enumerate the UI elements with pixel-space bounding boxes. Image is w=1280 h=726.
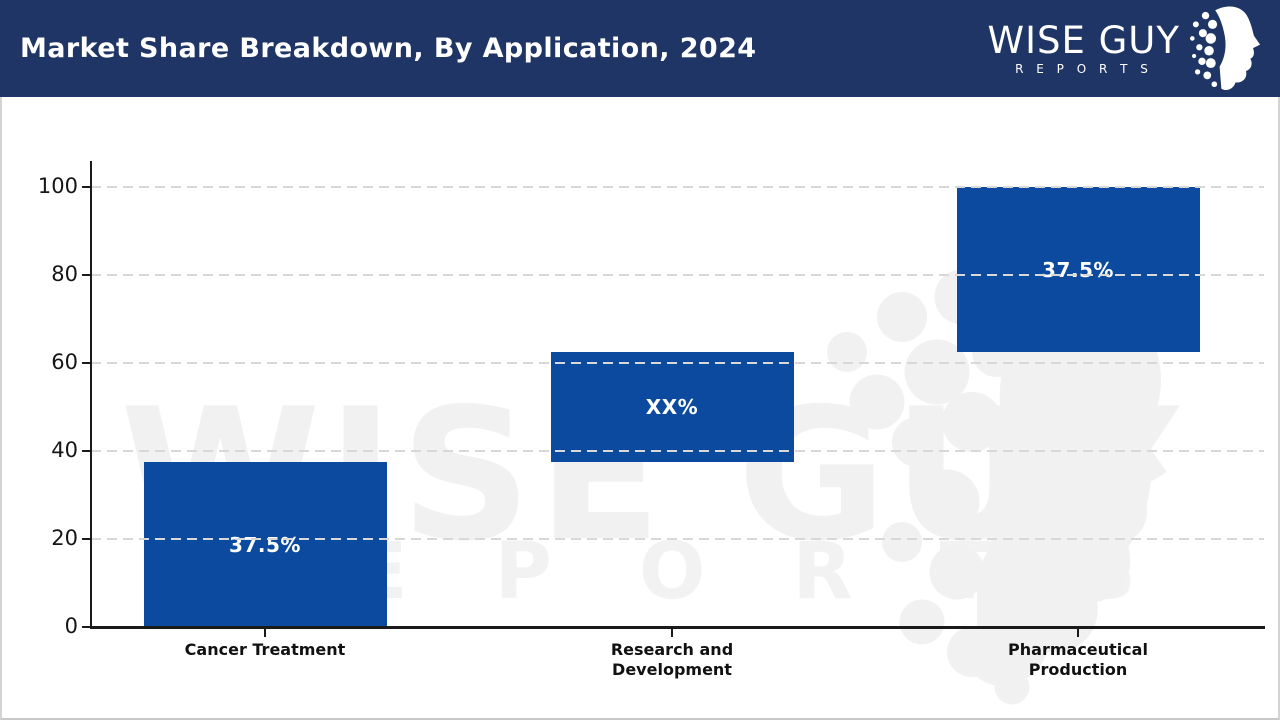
y-axis-tick-label: 60 <box>51 350 78 374</box>
category-label: Cancer Treatment <box>184 640 346 659</box>
y-axis-tick-label: 0 <box>64 614 78 638</box>
page-title: Market Share Breakdown, By Application, … <box>20 33 757 64</box>
bar-segment: 37.5% <box>956 187 1200 352</box>
logo: WISE GUY R E P O R T S <box>988 5 1280 93</box>
bar-value-label: 37.5% <box>229 532 301 557</box>
bar-segment: XX% <box>550 352 794 462</box>
bar-segment: 37.5% <box>143 462 387 627</box>
category-label: Pharmaceutical Production <box>1008 640 1148 680</box>
logo-text: WISE GUY R E P O R T S <box>988 22 1180 76</box>
gridline <box>91 362 1264 364</box>
gridline <box>91 450 1264 452</box>
y-axis-tick-label: 80 <box>51 262 78 286</box>
y-axis-tick-label: 100 <box>37 174 78 198</box>
y-axis-line <box>90 161 92 629</box>
x-axis-line <box>90 626 1265 629</box>
header-bar: Market Share Breakdown, By Application, … <box>0 0 1280 97</box>
chart-area: WISE GUY R E P O R T S 0 20 40 60 80 100 37.5%… <box>0 97 1280 720</box>
y-axis-tick <box>82 362 91 364</box>
y-axis-tick <box>82 538 91 540</box>
logo-wordmark: WISE GUY <box>987 18 1180 62</box>
logo-face-icon <box>1182 5 1266 93</box>
x-axis-tick <box>671 629 673 637</box>
y-axis-tick <box>82 186 91 188</box>
y-axis-tick <box>82 274 91 276</box>
logo-tagline: R E P O R T S <box>1015 61 1153 76</box>
gridline <box>91 274 1264 276</box>
bar-value-label: XX% <box>645 395 699 419</box>
x-axis-tick <box>264 629 266 637</box>
y-axis-tick-label: 20 <box>51 526 78 550</box>
y-axis-tick-label: 40 <box>51 438 78 462</box>
category-label: Research and Development <box>610 640 734 680</box>
gridline <box>91 538 1264 540</box>
x-axis-tick <box>1077 629 1079 637</box>
watermark-face-icon <box>737 222 1207 726</box>
gridline <box>91 186 1264 188</box>
y-axis-tick <box>82 626 91 628</box>
bar-value-label: 37.5% <box>1042 257 1114 282</box>
y-axis-tick <box>82 450 91 452</box>
